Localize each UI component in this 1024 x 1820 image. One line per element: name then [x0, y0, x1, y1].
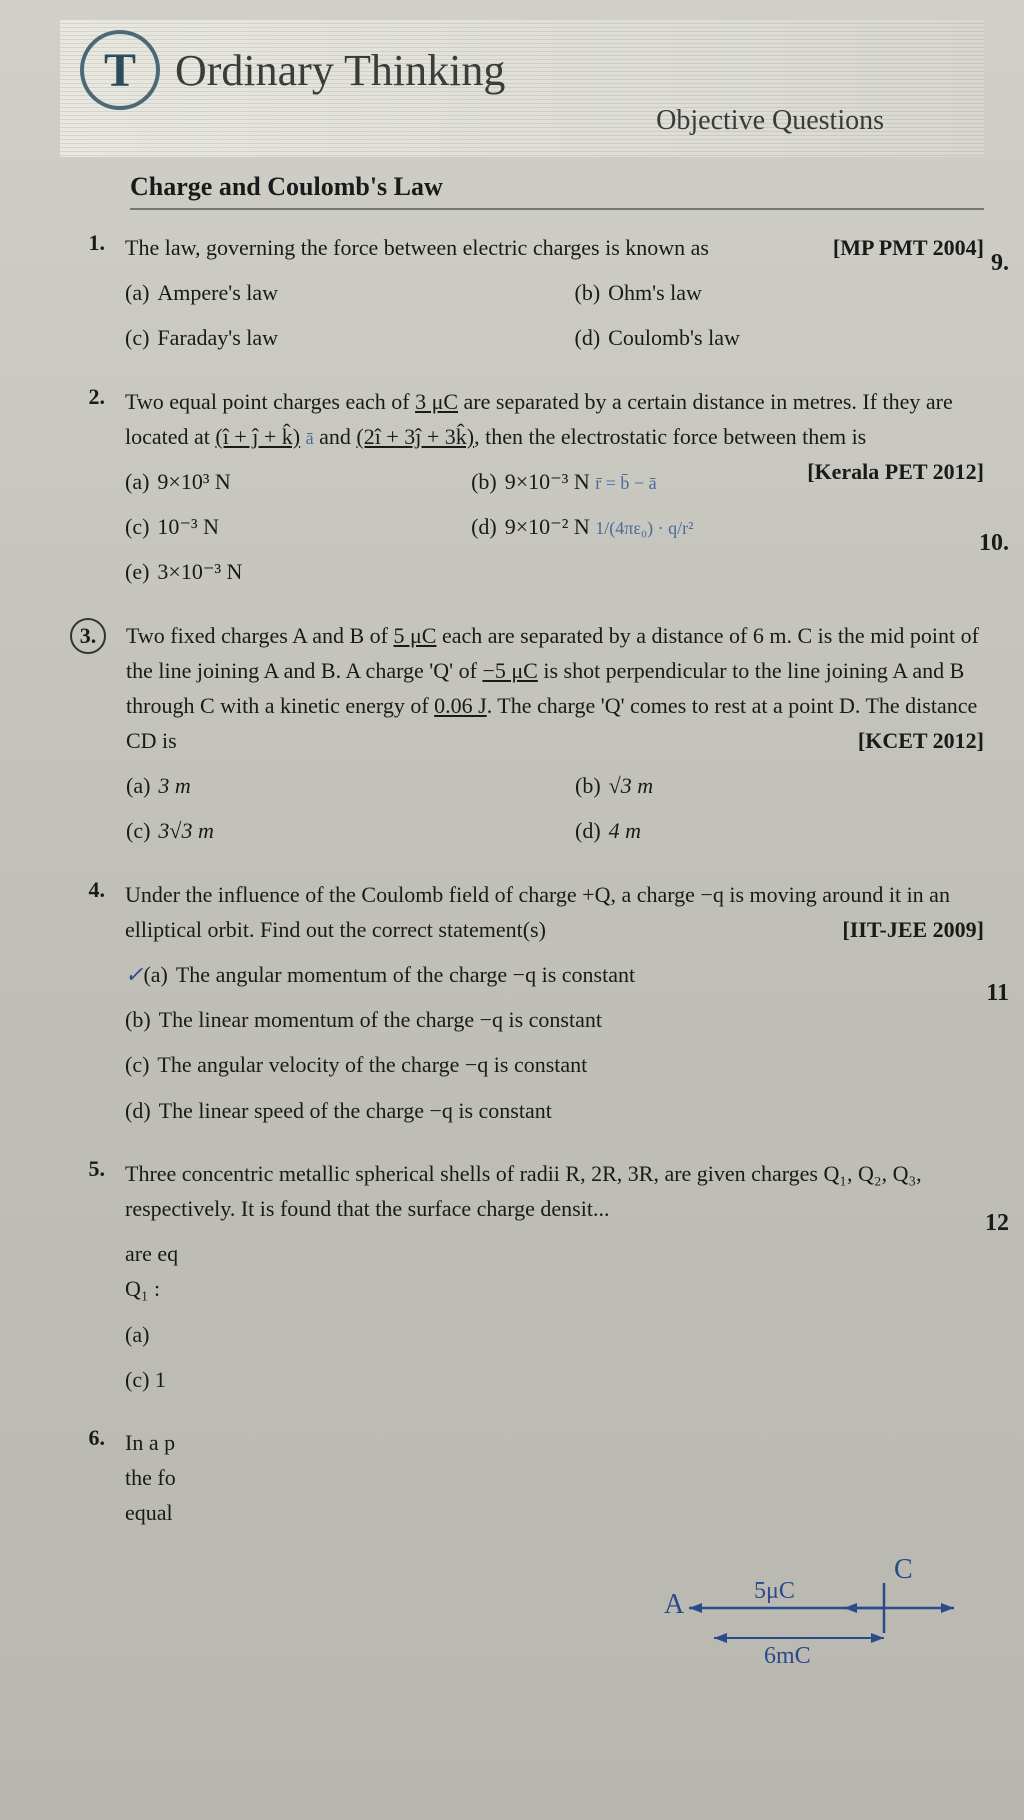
question-5: 5. Three concentric metallic spherical s… [70, 1156, 984, 1397]
diagram-label-6mc: 6mC [764, 1643, 811, 1669]
side-label: 12 [985, 1210, 1009, 1237]
option-b: (b)Ohm's law [575, 275, 985, 310]
page-container: T Ordinary Thinking Objective Questions … [0, 0, 1024, 1820]
source-tag: [MP PMT 2004] [833, 230, 984, 265]
side-label: 10. [979, 530, 1009, 557]
options-grid: (a) (c) 1 [125, 1317, 984, 1397]
question-4: 4. Under the influence of the Coulomb fi… [70, 877, 984, 1128]
fragment: are eq [125, 1236, 984, 1271]
question-number: 2. [70, 384, 105, 590]
option-d: (d)4 m [575, 813, 984, 848]
question-6: 6. In a p the fo equal [70, 1425, 984, 1531]
diagram-label-5uc: 5μC [754, 1578, 795, 1604]
fragment: Q₁ : [125, 1271, 984, 1306]
logo-area: T Ordinary Thinking [80, 30, 964, 110]
question-number: 5. [70, 1156, 105, 1397]
options-grid: (a)9×10³ N (b)9×10⁻³ N r̄ = b̄ − ā (c)10… [125, 464, 777, 590]
option-a: (a)9×10³ N [125, 464, 431, 499]
option-d: (d)The linear speed of the charge −q is … [125, 1093, 984, 1128]
option-a: (a)Ampere's law [125, 275, 535, 310]
option-c: (c)10⁻³ N [125, 509, 431, 544]
source-tag: [IIT-JEE 2009] [842, 912, 984, 947]
logo-icon: T [80, 30, 160, 110]
options-grid: (a)Ampere's law (b)Ohm's law (c)Faraday'… [125, 275, 984, 355]
option-c: (c) 1 [125, 1362, 535, 1397]
question-text: Three concentric metallic spherical shel… [125, 1156, 984, 1226]
question-3: 3. Two fixed charges A and B of 5 μC eac… [70, 618, 984, 849]
source-tag: [Kerala PET 2012] [807, 454, 984, 489]
option-c: (c)Faraday's law [125, 320, 535, 355]
question-number: 6. [70, 1425, 105, 1531]
source-tag: [KCET 2012] [858, 723, 984, 758]
option-a: ✓(a)The angular momentum of the charge −… [125, 957, 984, 992]
fragment: In a p [125, 1425, 984, 1460]
side-label: 11 [986, 980, 1009, 1007]
option-a: (a)3 m [126, 768, 535, 803]
question-1: 1. The law, governing the force between … [70, 230, 984, 356]
question-text: The law, governing the force between ele… [125, 230, 984, 265]
question-2: 2. Two equal point charges each of 3 μC … [70, 384, 984, 590]
fragment: equal [125, 1495, 984, 1530]
question-number-circled: 3. [70, 618, 106, 654]
diagram-label-a: A [664, 1589, 685, 1620]
question-text: Two fixed charges A and B of 5 μC each a… [126, 618, 984, 759]
option-b: (b)√3 m [575, 768, 984, 803]
question-number: 1. [70, 230, 105, 356]
option-d: (d)Coulomb's law [575, 320, 985, 355]
subtitle: Objective Questions [80, 105, 964, 137]
side-label: 9. [991, 250, 1009, 277]
option-e: (e)3×10⁻³ N [125, 554, 431, 589]
options-list: ✓(a)The angular momentum of the charge −… [125, 957, 984, 1128]
diagram-label-c: C [894, 1554, 913, 1585]
header-banner: T Ordinary Thinking Objective Questions [60, 20, 984, 157]
section-title: Charge and Coulomb's Law [130, 172, 984, 210]
option-d: (d)9×10⁻² N 1/(4πε₀) · q/r² [471, 509, 777, 544]
option-b: (b)9×10⁻³ N r̄ = b̄ − ā [471, 464, 777, 499]
main-title: Ordinary Thinking [175, 45, 505, 96]
option-c: (c)3√3 m [126, 813, 535, 848]
question-text: Under the influence of the Coulomb field… [125, 877, 984, 947]
option-b: (b)The linear momentum of the charge −q … [125, 1002, 984, 1037]
fragment: the fo [125, 1460, 984, 1495]
question-number: 4. [70, 877, 105, 1128]
option-c: (c)The angular velocity of the charge −q… [125, 1047, 984, 1082]
option-a: (a) [125, 1317, 535, 1352]
diagram-svg: A 5μC C 6mC [654, 1533, 974, 1673]
handwritten-diagram: A 5μC C 6mC [654, 1533, 974, 1680]
content-area: 1. The law, governing the force between … [60, 230, 984, 1530]
question-text: Two equal point charges each of 3 μC are… [125, 384, 984, 454]
options-grid: (a)3 m (b)√3 m (c)3√3 m (d)4 m [126, 768, 984, 848]
